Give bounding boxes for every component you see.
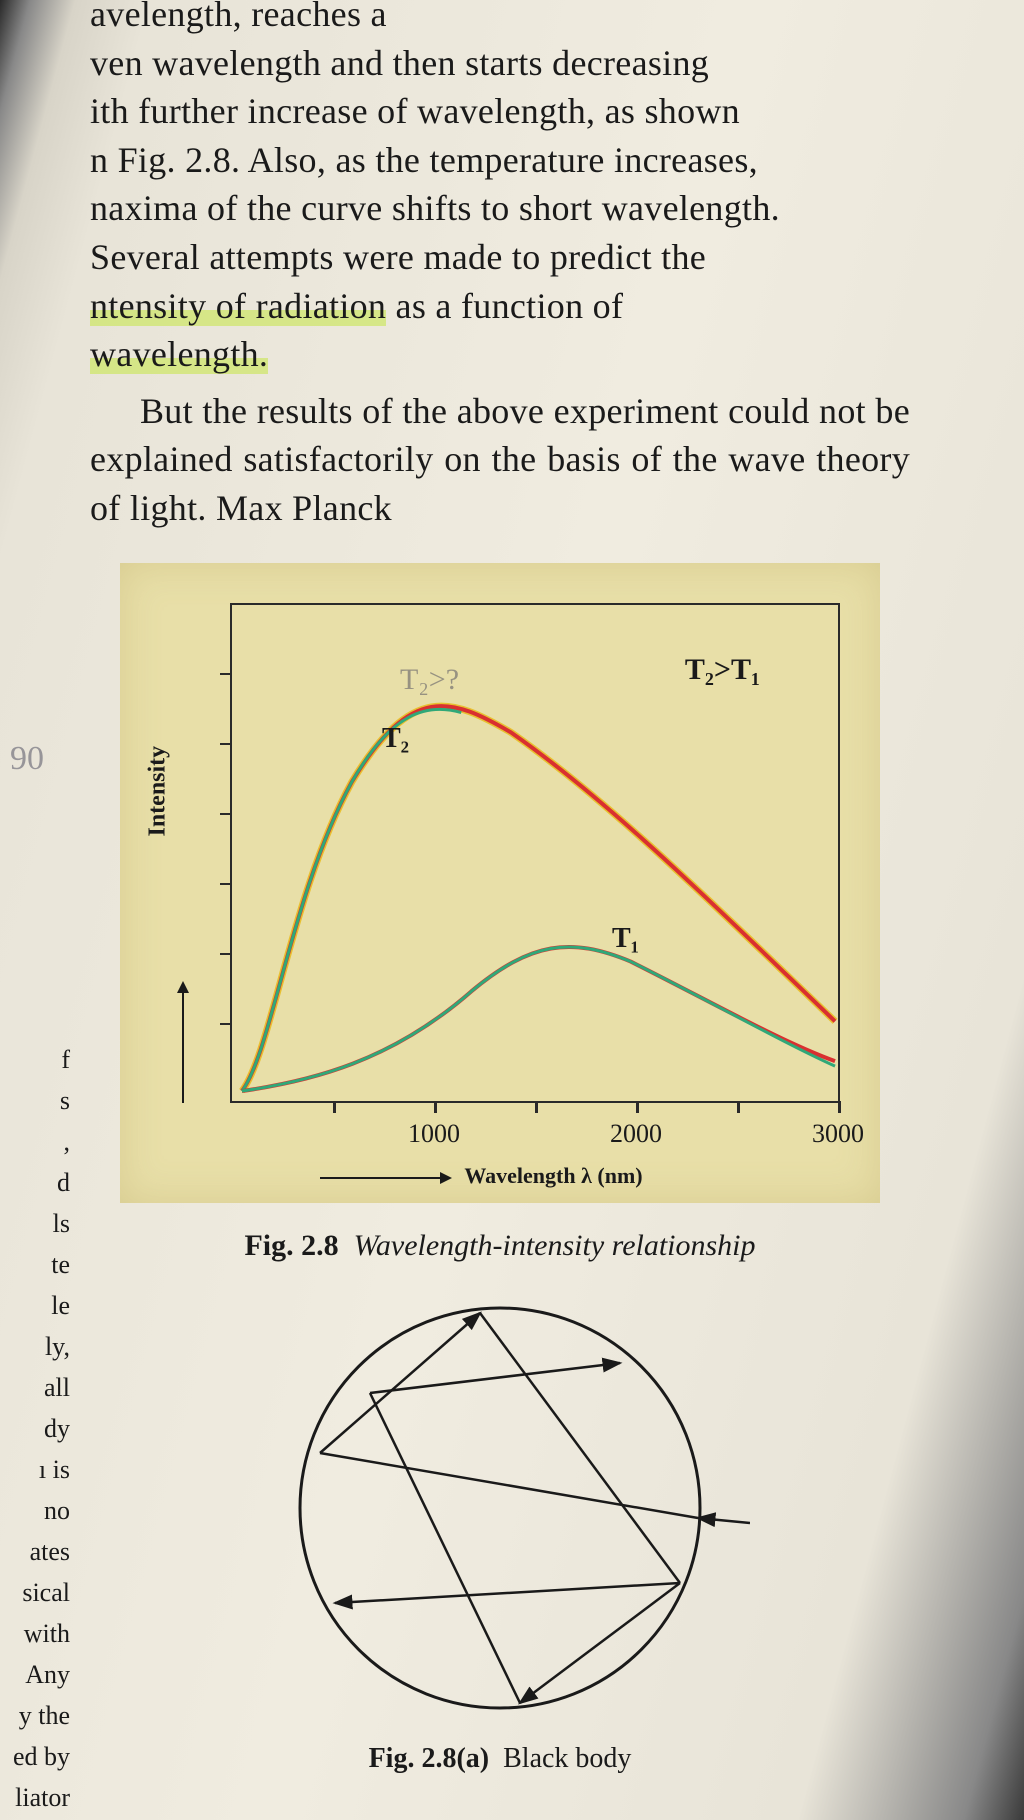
- page-content: avelength, reaches a ven wavelength and …: [30, 0, 930, 1820]
- paragraph-1: avelength, reaches a ven wavelength and …: [90, 0, 910, 379]
- x-axis-arrow-icon: [320, 1177, 450, 1179]
- y-axis-label: Intensity: [145, 745, 172, 836]
- xtick-3000: 3000: [812, 1119, 864, 1149]
- handwriting-left: 90: [10, 740, 44, 778]
- curve-label-t2: T₂: [382, 723, 409, 755]
- figure-caption-2: Fig. 2.8(a) Black body: [90, 1743, 910, 1775]
- black-body-diagram: [250, 1293, 750, 1723]
- figure-caption-1: Fig. 2.8 Wavelength-intensity relationsh…: [90, 1229, 910, 1263]
- paragraph-2: But the results of the above experiment …: [90, 387, 910, 533]
- y-axis-arrow-icon: [182, 983, 184, 1103]
- chart-annotation: T₂>T₁: [685, 653, 760, 687]
- xtick-2000: 2000: [610, 1119, 662, 1149]
- x-axis-label: Wavelength λ (nm): [464, 1163, 642, 1189]
- xtick-1000: 1000: [408, 1119, 460, 1149]
- wavelength-intensity-chart: 1000 2000 3000 T₂ T₁ T₂>T₁ Intensity Wav…: [120, 563, 880, 1203]
- plot-area: 1000 2000 3000 T₂ T₁ T₂>T₁: [230, 603, 840, 1103]
- handwriting-top: T₂>?: [400, 663, 459, 697]
- curve-label-t1: T₁: [612, 923, 639, 955]
